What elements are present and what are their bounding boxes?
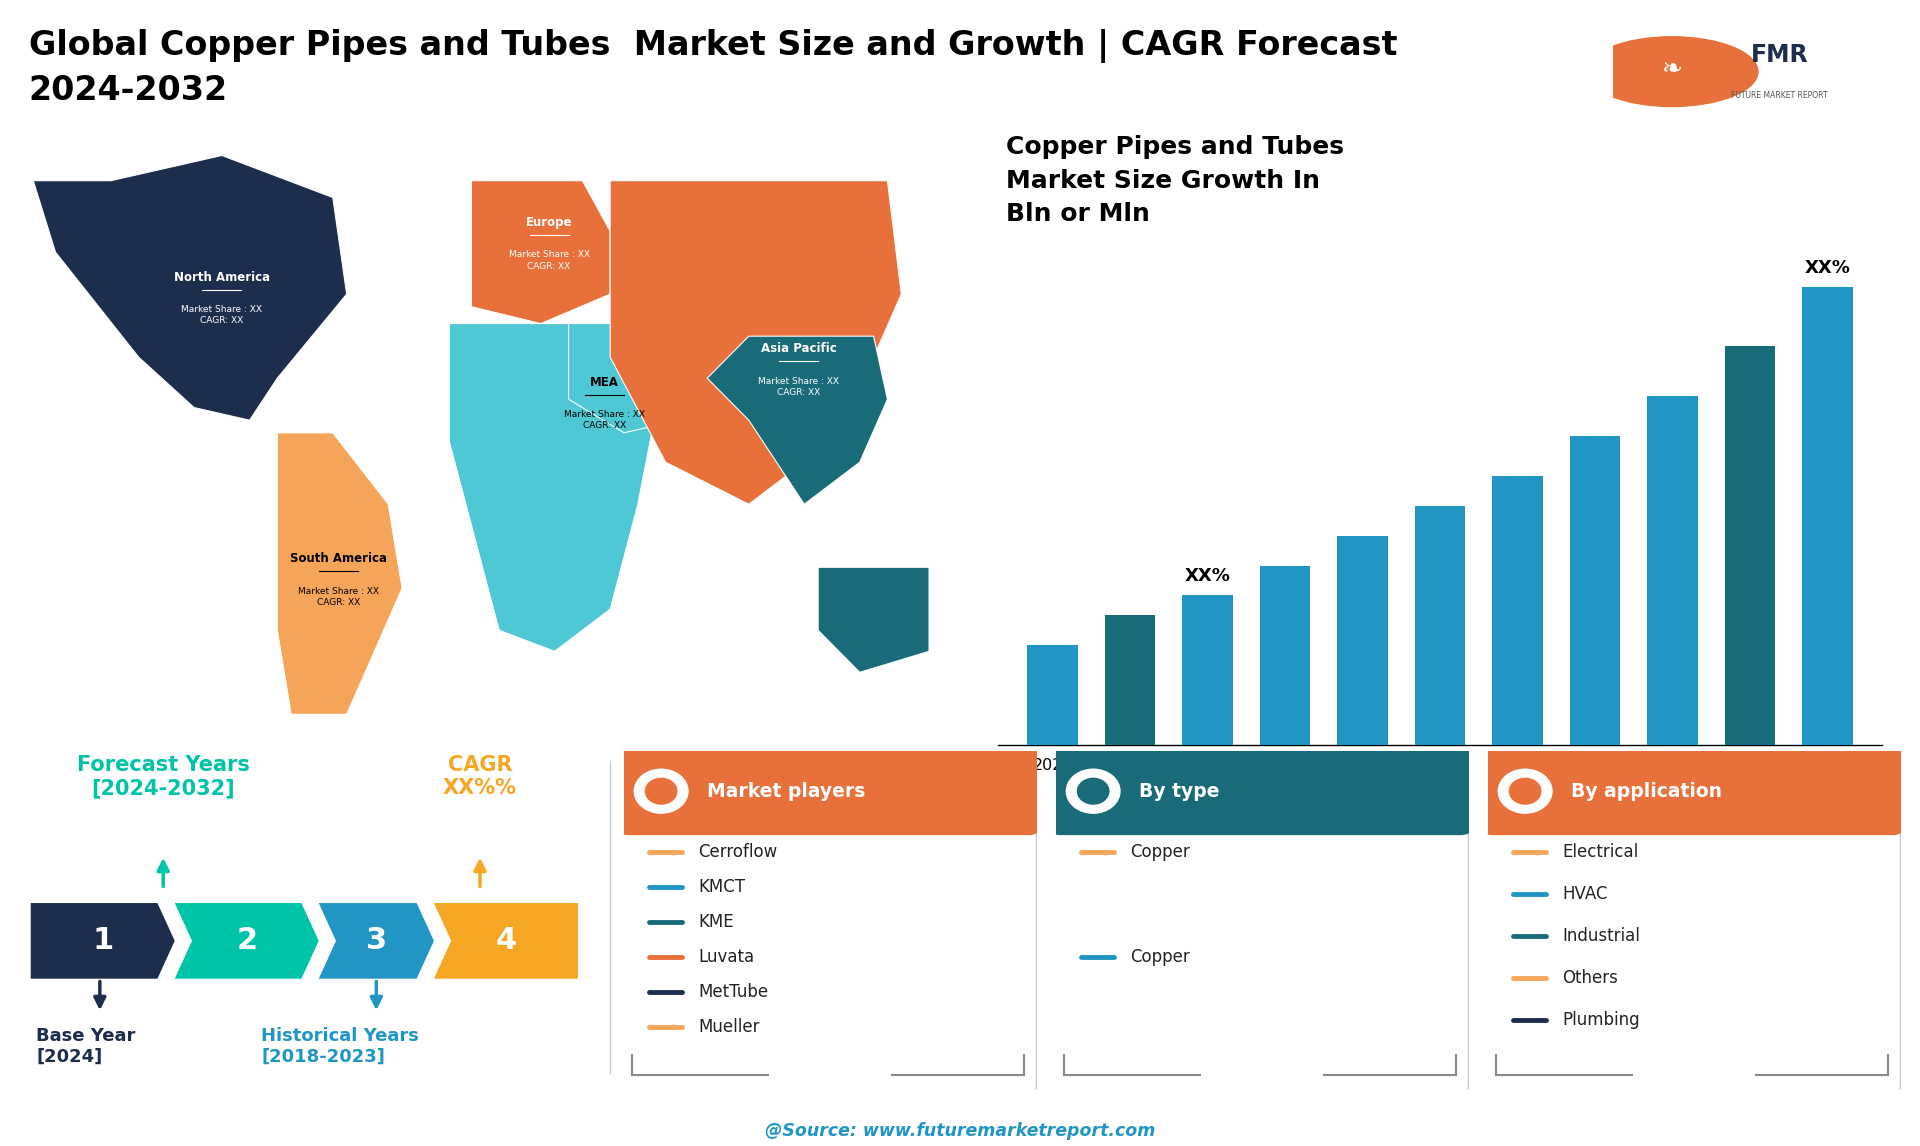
Bar bbox=[1647, 397, 1697, 745]
Text: Cerroflow: Cerroflow bbox=[699, 843, 778, 861]
Bar bbox=[1183, 596, 1233, 745]
Text: Base Year
[2024]: Base Year [2024] bbox=[36, 1027, 136, 1066]
Text: HVAC: HVAC bbox=[1563, 885, 1607, 903]
Text: ❧: ❧ bbox=[1661, 57, 1682, 81]
FancyBboxPatch shape bbox=[616, 747, 1041, 835]
Circle shape bbox=[645, 778, 678, 804]
Text: KMCT: KMCT bbox=[699, 878, 745, 896]
Text: Plumbing: Plumbing bbox=[1563, 1011, 1640, 1029]
Polygon shape bbox=[707, 336, 887, 504]
Text: Europe: Europe bbox=[526, 217, 572, 229]
Text: 2024-2032: 2024-2032 bbox=[29, 74, 228, 108]
Circle shape bbox=[1509, 778, 1542, 804]
Text: Market Share : XX
CAGR: XX: Market Share : XX CAGR: XX bbox=[758, 377, 839, 397]
Text: Asia Pacific: Asia Pacific bbox=[760, 343, 837, 355]
Polygon shape bbox=[33, 156, 348, 421]
Text: FMR: FMR bbox=[1751, 44, 1809, 68]
Text: By type: By type bbox=[1139, 782, 1219, 801]
Bar bbox=[1415, 505, 1465, 745]
Bar bbox=[1492, 476, 1542, 745]
Polygon shape bbox=[472, 181, 611, 323]
Text: South America: South America bbox=[290, 552, 386, 565]
Text: 4: 4 bbox=[495, 926, 516, 956]
Circle shape bbox=[1586, 37, 1759, 107]
Bar bbox=[1104, 615, 1156, 745]
Bar bbox=[1338, 535, 1388, 745]
Text: Global Copper Pipes and Tubes  Market Size and Growth | CAGR Forecast: Global Copper Pipes and Tubes Market Siz… bbox=[29, 29, 1398, 63]
Circle shape bbox=[1498, 769, 1551, 814]
FancyBboxPatch shape bbox=[620, 751, 1037, 1092]
Circle shape bbox=[1066, 769, 1119, 814]
Bar bbox=[1571, 435, 1620, 745]
Text: Industrial: Industrial bbox=[1563, 927, 1640, 945]
Bar bbox=[1803, 286, 1853, 745]
Polygon shape bbox=[31, 903, 175, 979]
Text: Copper Pipes and Tubes
Market Size Growth In
Bln or Mln: Copper Pipes and Tubes Market Size Growt… bbox=[1006, 135, 1344, 226]
FancyBboxPatch shape bbox=[1480, 747, 1905, 835]
Text: FUTURE MARKET REPORT: FUTURE MARKET REPORT bbox=[1732, 91, 1828, 100]
Polygon shape bbox=[568, 323, 680, 433]
Text: KME: KME bbox=[699, 913, 733, 931]
Circle shape bbox=[1077, 778, 1110, 804]
Text: Others: Others bbox=[1563, 968, 1619, 987]
Text: North America: North America bbox=[175, 270, 271, 284]
Text: Electrical: Electrical bbox=[1563, 843, 1638, 861]
Polygon shape bbox=[434, 903, 578, 979]
FancyBboxPatch shape bbox=[1048, 747, 1473, 835]
Bar bbox=[1260, 565, 1309, 745]
Text: Forecast Years
[2024-2032]: Forecast Years [2024-2032] bbox=[77, 755, 250, 799]
Polygon shape bbox=[611, 181, 900, 504]
Text: MEA: MEA bbox=[589, 376, 618, 388]
Bar bbox=[1724, 346, 1776, 745]
Polygon shape bbox=[276, 433, 401, 714]
FancyBboxPatch shape bbox=[1484, 751, 1901, 1092]
Text: CAGR
XX%%: CAGR XX%% bbox=[444, 755, 516, 799]
Bar bbox=[1027, 645, 1077, 745]
Text: XX%: XX% bbox=[1185, 567, 1231, 586]
Text: Market players: Market players bbox=[707, 782, 864, 801]
Circle shape bbox=[634, 769, 687, 814]
Text: Copper: Copper bbox=[1131, 948, 1190, 966]
Polygon shape bbox=[175, 903, 319, 979]
Text: 2: 2 bbox=[236, 926, 257, 956]
Text: 3: 3 bbox=[365, 926, 388, 956]
FancyBboxPatch shape bbox=[1052, 751, 1469, 1092]
Text: Copper: Copper bbox=[1131, 843, 1190, 861]
Text: XX%: XX% bbox=[1805, 259, 1851, 276]
Text: Market Share : XX
CAGR: XX: Market Share : XX CAGR: XX bbox=[180, 305, 263, 325]
FancyBboxPatch shape bbox=[1607, 15, 1887, 128]
Polygon shape bbox=[449, 323, 651, 651]
Text: Market Share : XX
CAGR: XX: Market Share : XX CAGR: XX bbox=[298, 587, 378, 606]
Text: 1: 1 bbox=[92, 926, 113, 956]
Polygon shape bbox=[319, 903, 434, 979]
Text: By application: By application bbox=[1571, 782, 1722, 801]
Text: Mueller: Mueller bbox=[699, 1018, 760, 1036]
Polygon shape bbox=[818, 567, 929, 673]
Text: Market Share : XX
CAGR: XX: Market Share : XX CAGR: XX bbox=[564, 410, 645, 430]
Text: Historical Years
[2018-2023]: Historical Years [2018-2023] bbox=[261, 1027, 419, 1066]
Text: Luvata: Luvata bbox=[699, 948, 755, 966]
Text: @Source: www.futuremarketreport.com: @Source: www.futuremarketreport.com bbox=[764, 1122, 1156, 1140]
Text: Market Share : XX
CAGR: XX: Market Share : XX CAGR: XX bbox=[509, 251, 589, 270]
Text: MetTube: MetTube bbox=[699, 983, 768, 1000]
